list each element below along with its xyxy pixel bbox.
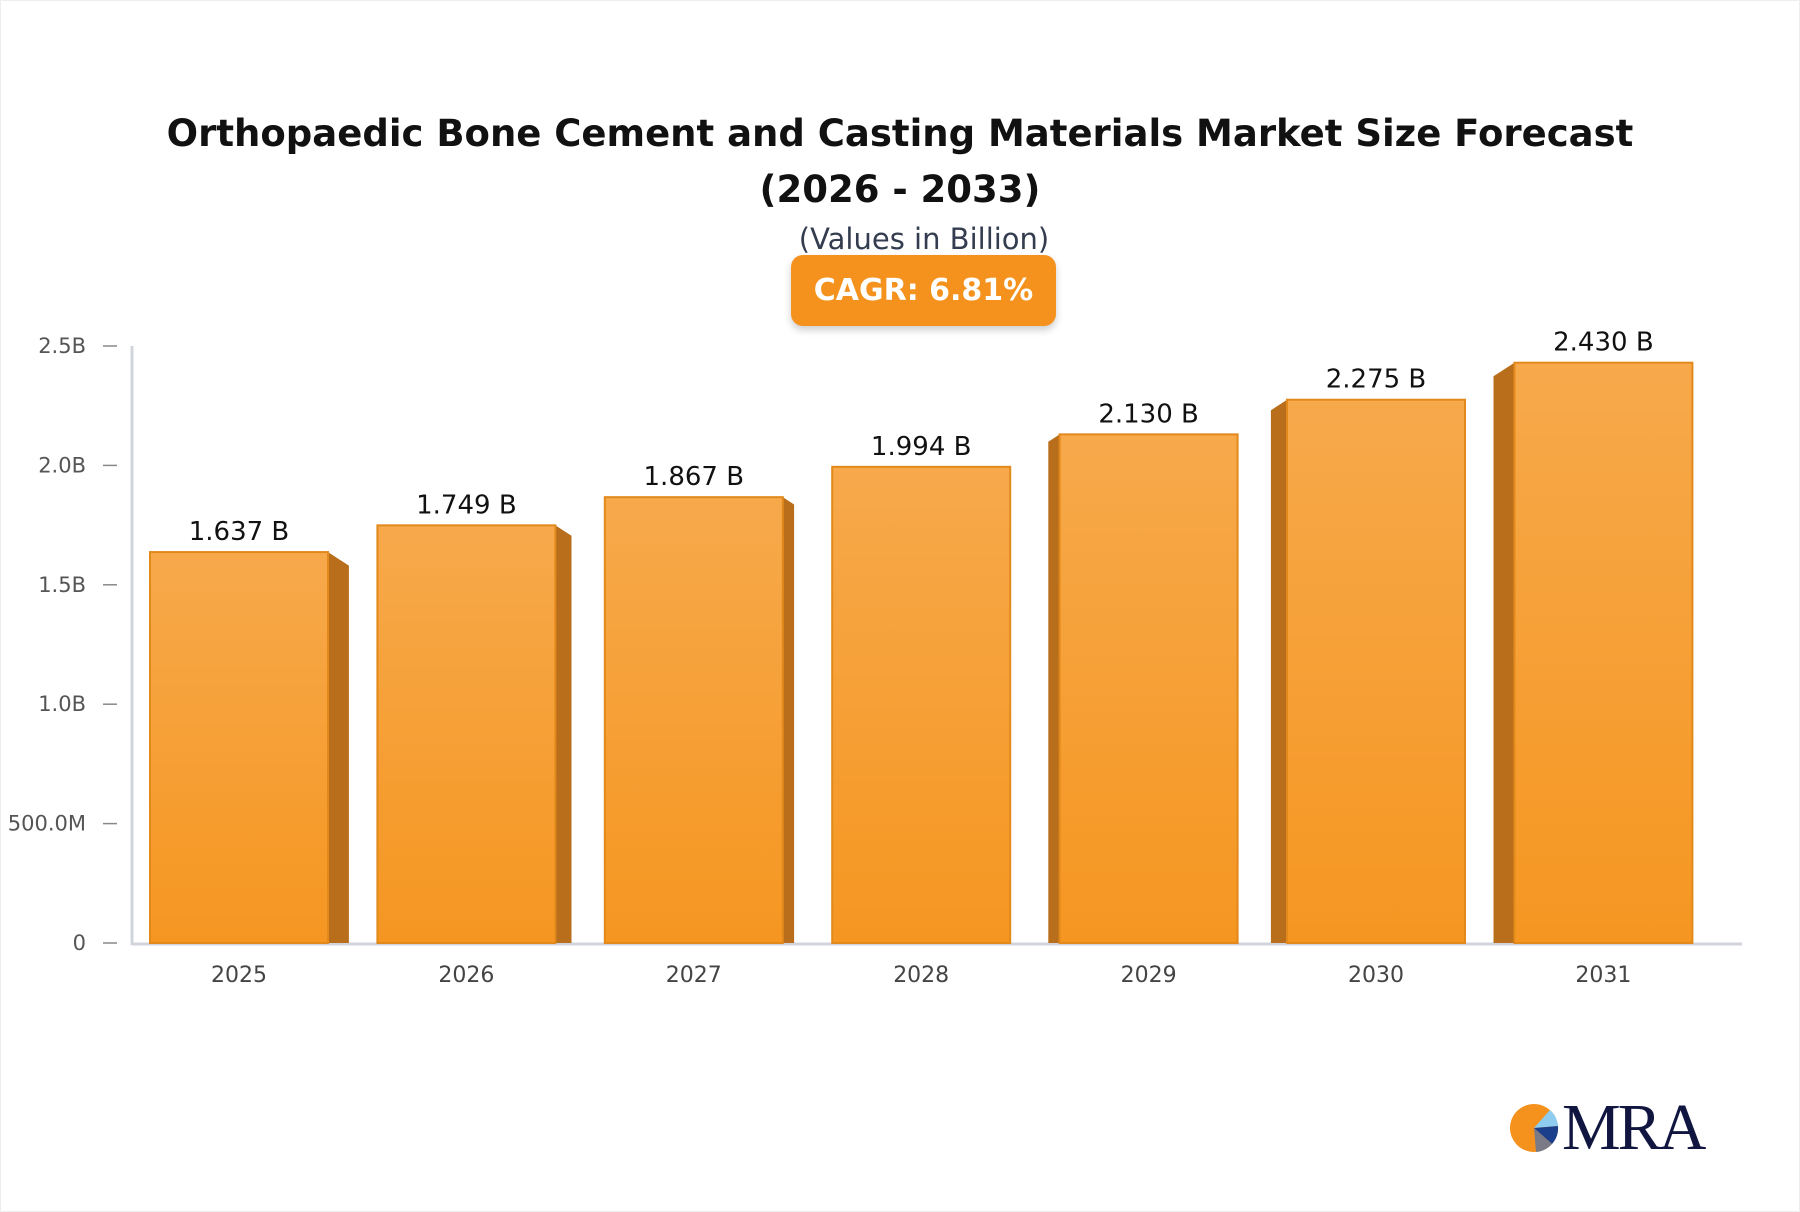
mra-logo: MRA <box>1506 1091 1706 1164</box>
data-label: 1.994 B <box>871 432 972 462</box>
x-tick-label: 2027 <box>666 963 722 988</box>
cagr-badge: CAGR: 6.81% <box>791 255 1056 326</box>
data-label: 2.130 B <box>1098 399 1199 429</box>
logo-pie-icon <box>1510 1104 1559 1152</box>
bar-2025 <box>149 551 329 944</box>
y-tick-label: 2.0B <box>38 453 86 477</box>
logo-text: MRA <box>1562 1091 1706 1164</box>
bar-2030 <box>1286 398 1466 945</box>
data-label: 1.637 B <box>189 517 290 547</box>
data-label: 2.430 B <box>1553 328 1654 358</box>
bar-side <box>328 552 349 943</box>
y-tick-label: 500.0M <box>8 812 86 836</box>
bar-side <box>1048 434 1060 943</box>
x-tick-label: 2029 <box>1121 963 1177 988</box>
x-tick-label: 2026 <box>438 963 494 988</box>
bar-side <box>1270 399 1287 944</box>
y-tick-label: 0 <box>73 931 86 955</box>
x-tick-label: 2030 <box>1348 963 1404 988</box>
bar-2031 <box>1513 361 1694 944</box>
bar-2028 <box>831 465 1012 944</box>
data-label: 2.275 B <box>1326 365 1427 395</box>
y-tick-label: 1.0B <box>38 692 86 716</box>
data-label: 1.867 B <box>644 462 745 492</box>
chart-title: Orthopaedic Bone Cement and Casting Mate… <box>166 112 1634 211</box>
chart-subtitle: (Values in Billion) <box>798 222 1050 256</box>
bar-side <box>1493 362 1515 943</box>
bar-2029 <box>1058 433 1239 944</box>
bar-side <box>555 525 572 943</box>
x-tick-label: 2031 <box>1575 963 1631 988</box>
data-label: 1.749 B <box>416 490 517 520</box>
y-tick-label: 1.5B <box>38 573 86 597</box>
bar-side <box>782 497 795 943</box>
x-tick-label: 2025 <box>211 963 267 988</box>
bar-2027 <box>603 496 784 944</box>
y-tick-label: 2.5B <box>38 334 86 358</box>
x-tick-label: 2028 <box>893 963 949 988</box>
bar-2026 <box>376 524 557 944</box>
